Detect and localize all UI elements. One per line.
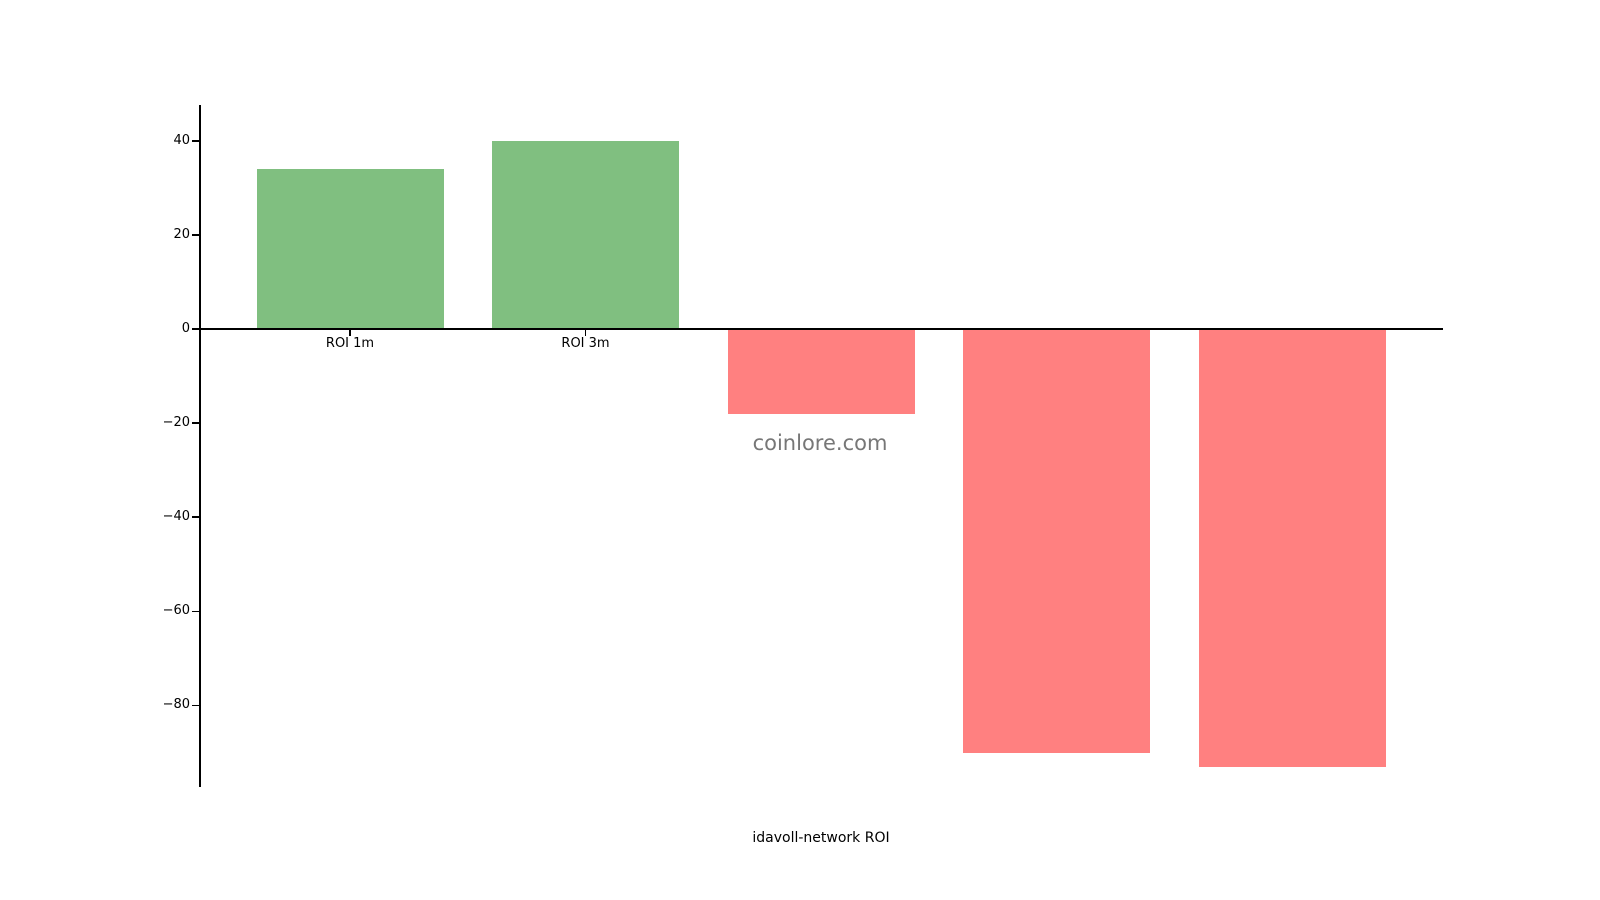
bar-roi-1m bbox=[256, 168, 444, 329]
x-tick-label: ROI 1m bbox=[325, 335, 375, 351]
x-tick bbox=[584, 329, 587, 336]
y-tick-label: −40 bbox=[162, 509, 190, 525]
y-tick-label: 40 bbox=[173, 132, 190, 148]
x-tick bbox=[349, 329, 351, 336]
y-tick-label: 0 bbox=[181, 321, 190, 336]
y-tick-label: 20 bbox=[173, 226, 190, 242]
y-tick-label: −20 bbox=[162, 415, 190, 431]
watermark: coinlore.com bbox=[752, 431, 888, 455]
y-tick-label: −60 bbox=[162, 603, 190, 619]
bar-5 bbox=[1198, 329, 1386, 767]
y-tick bbox=[192, 516, 200, 518]
y-tick bbox=[192, 234, 200, 236]
y-tick bbox=[192, 704, 200, 707]
bar-4 bbox=[963, 329, 1150, 753]
y-tick bbox=[192, 328, 200, 330]
x-axis-title: idavoll-network ROI bbox=[752, 830, 890, 846]
y-tick-label: −80 bbox=[162, 697, 190, 713]
bar-3 bbox=[727, 329, 915, 414]
y-tick bbox=[192, 140, 200, 142]
y-tick bbox=[192, 610, 200, 613]
y-tick bbox=[192, 422, 200, 424]
x-axis-zero-line bbox=[200, 328, 1443, 330]
bar-roi-3m bbox=[492, 140, 679, 329]
x-tick-label: ROI 3m bbox=[561, 335, 610, 351]
y-axis-spine bbox=[199, 105, 201, 787]
